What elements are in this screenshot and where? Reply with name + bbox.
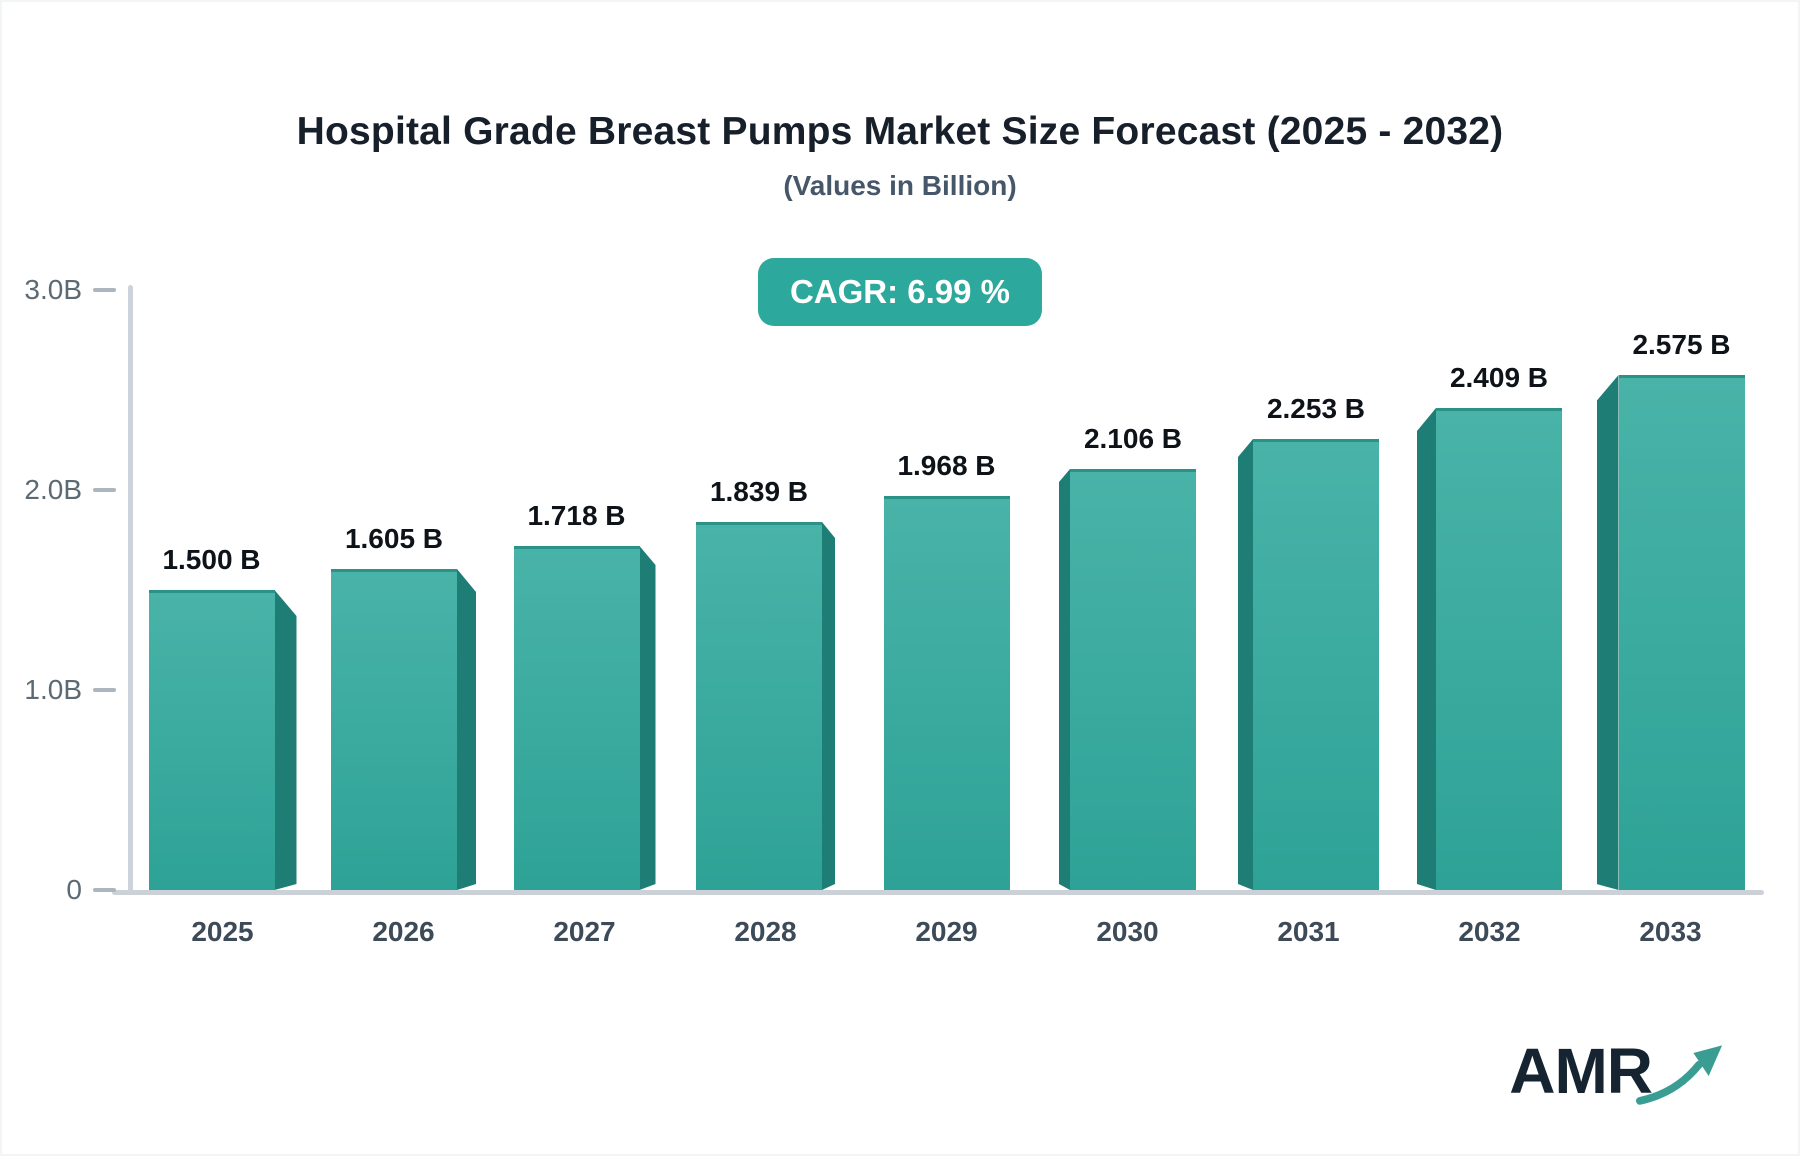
bar-face xyxy=(883,496,1010,890)
bar-2025: 1.500 B xyxy=(148,544,297,890)
bar-side-bevel xyxy=(822,522,835,890)
bar-2031: 2.253 B xyxy=(1238,393,1379,890)
bar-2029: 1.968 B xyxy=(883,450,1010,890)
bar-side-bevel xyxy=(1597,375,1619,890)
chart-subtitle: (Values in Billion) xyxy=(783,170,1017,201)
bar-value-label: 1.500 B xyxy=(162,544,261,575)
y-axis-line xyxy=(128,285,133,895)
bar-face xyxy=(1070,469,1196,890)
bar-face xyxy=(696,522,822,890)
bar-face xyxy=(331,569,457,890)
x-axis-label-2027: 2027 xyxy=(553,916,616,947)
bar-2026: 1.605 B xyxy=(331,523,476,890)
x-axis-label-2033: 2033 xyxy=(1639,916,1702,947)
brand-logo: AMR xyxy=(1509,1033,1724,1108)
bar-face xyxy=(1253,439,1379,890)
x-axis-label-2029: 2029 xyxy=(915,916,978,947)
bar-value-label: 1.718 B xyxy=(527,500,626,531)
bar-2030: 2.106 B xyxy=(1059,423,1196,890)
y-tick-label: 0 xyxy=(66,874,82,905)
bar-2027: 1.718 B xyxy=(513,500,656,890)
brand-logo-text: AMR xyxy=(1509,1034,1653,1107)
x-axis-label-2028: 2028 xyxy=(734,916,797,947)
plot-area: 3.0B 2.0B 1.0B 0 1.500 B 1.605 B 1.718 B 1.839 … xyxy=(2,274,1798,905)
cagr-badge: CAGR: 6.99 % xyxy=(757,258,1043,326)
x-axis-label-2031: 2031 xyxy=(1277,916,1340,947)
bar-2028: 1.839 B xyxy=(696,476,835,890)
bar-side-bevel xyxy=(457,569,476,890)
bar-2032: 2.409 B xyxy=(1417,362,1562,890)
y-tick-label: 2.0B xyxy=(24,474,82,505)
y-tick-dash-icon xyxy=(93,488,116,492)
bar-face xyxy=(1618,375,1745,890)
bar-value-label: 1.968 B xyxy=(897,450,996,481)
y-tick-label: 3.0B xyxy=(24,274,82,305)
bar-side-bevel xyxy=(275,590,297,890)
x-axis-line xyxy=(112,890,1764,895)
bar-side-bevel xyxy=(1059,469,1070,890)
x-axis-label-2026: 2026 xyxy=(372,916,435,947)
bar-side-bevel xyxy=(1417,408,1436,890)
x-axis-label-2032: 2032 xyxy=(1458,916,1521,947)
bar-side-bevel xyxy=(1238,439,1253,890)
bar-side-bevel xyxy=(640,546,656,890)
bar-face xyxy=(1436,408,1562,890)
bar-value-label: 2.106 B xyxy=(1083,423,1183,454)
y-tick-dash-icon xyxy=(93,688,116,692)
y-tick-dash-icon xyxy=(93,888,116,892)
chart-title: Hospital Grade Breast Pumps Market Size … xyxy=(296,110,1504,153)
bar-value-label: 1.605 B xyxy=(344,523,444,554)
trend-up-arrow-icon xyxy=(1636,1041,1724,1116)
bar-value-label: 2.253 B xyxy=(1266,393,1366,424)
bar-value-label: 2.575 B xyxy=(1632,329,1731,360)
x-axis-label-2025: 2025 xyxy=(191,916,254,947)
y-tick-label: 1.0B xyxy=(24,674,82,705)
bar-value-label: 2.409 B xyxy=(1449,362,1549,393)
bar-2033: 2.575 B xyxy=(1597,329,1745,890)
bar-face xyxy=(513,546,640,890)
bar-face xyxy=(148,590,275,890)
bar-value-label: 1.839 B xyxy=(709,476,809,507)
x-axis-label-2030: 2030 xyxy=(1096,916,1159,947)
y-tick-dash-icon xyxy=(93,288,116,292)
